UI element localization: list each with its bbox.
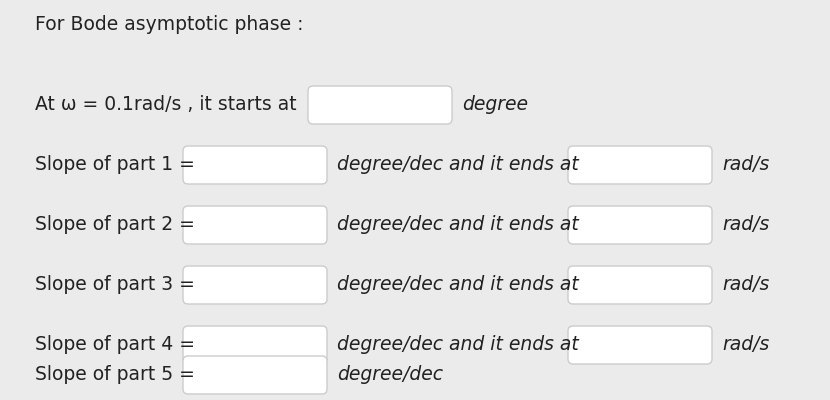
Text: rad/s: rad/s	[722, 156, 769, 174]
FancyBboxPatch shape	[183, 146, 327, 184]
Text: Slope of part 2 =: Slope of part 2 =	[35, 216, 195, 234]
Text: Slope of part 5 =: Slope of part 5 =	[35, 366, 195, 384]
Text: Slope of part 1 =: Slope of part 1 =	[35, 156, 195, 174]
Text: rad/s: rad/s	[722, 276, 769, 294]
FancyBboxPatch shape	[568, 326, 712, 364]
Text: degree/dec: degree/dec	[337, 366, 443, 384]
FancyBboxPatch shape	[568, 146, 712, 184]
Text: Slope of part 3 =: Slope of part 3 =	[35, 276, 195, 294]
FancyBboxPatch shape	[183, 266, 327, 304]
Text: degree/dec and it ends at: degree/dec and it ends at	[337, 216, 579, 234]
Text: rad/s: rad/s	[722, 336, 769, 354]
FancyBboxPatch shape	[568, 206, 712, 244]
FancyBboxPatch shape	[183, 356, 327, 394]
FancyBboxPatch shape	[308, 86, 452, 124]
Text: degree: degree	[462, 96, 528, 114]
Text: degree/dec and it ends at: degree/dec and it ends at	[337, 156, 579, 174]
Text: Slope of part 4 =: Slope of part 4 =	[35, 336, 195, 354]
Text: At ω = 0.1rad/s , it starts at: At ω = 0.1rad/s , it starts at	[35, 96, 296, 114]
Text: rad/s: rad/s	[722, 216, 769, 234]
FancyBboxPatch shape	[568, 266, 712, 304]
FancyBboxPatch shape	[183, 206, 327, 244]
FancyBboxPatch shape	[183, 326, 327, 364]
Text: degree/dec and it ends at: degree/dec and it ends at	[337, 276, 579, 294]
Text: For Bode asymptotic phase :: For Bode asymptotic phase :	[35, 16, 304, 34]
Text: degree/dec and it ends at: degree/dec and it ends at	[337, 336, 579, 354]
